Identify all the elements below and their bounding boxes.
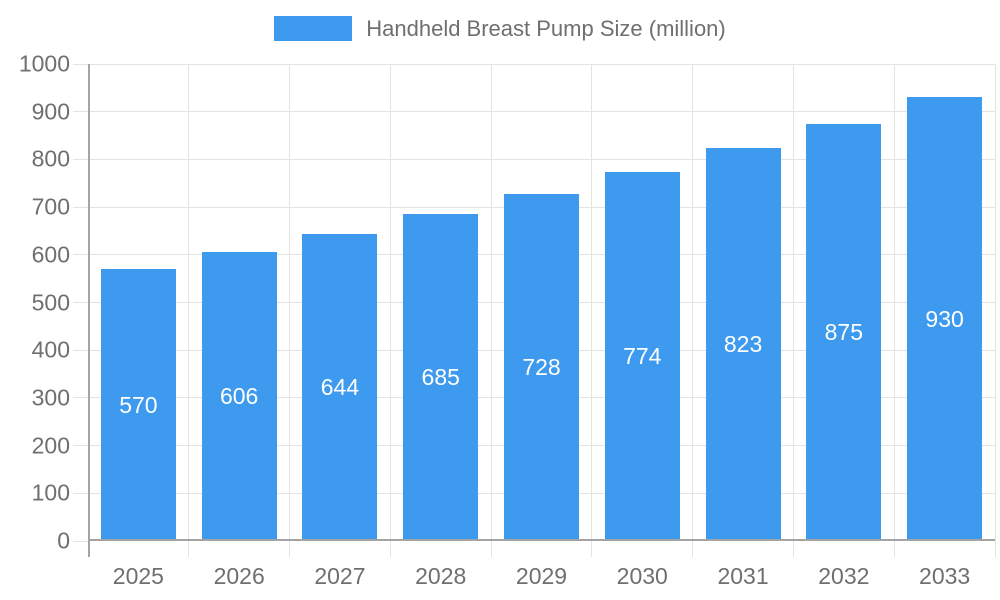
x-axis-tick: [893, 541, 895, 557]
bar[interactable]: 823: [705, 148, 781, 541]
bar[interactable]: 774: [604, 171, 680, 541]
bar[interactable]: 728: [504, 193, 579, 541]
bar[interactable]: 930: [907, 97, 983, 541]
bar-value-label: 930: [925, 305, 964, 332]
gridline-horizontal: [88, 63, 995, 65]
x-axis-tick: [188, 541, 190, 557]
legend-label: Handheld Breast Pump Size (million): [366, 16, 726, 41]
legend: Handheld Breast Pump Size (million): [0, 16, 1000, 41]
y-axis-tick: [73, 302, 88, 303]
x-axis-tick: [792, 541, 794, 557]
bar[interactable]: 570: [100, 269, 176, 541]
y-axis-tick-label: 100: [31, 479, 70, 506]
x-axis-tick-label: 2032: [818, 563, 870, 589]
y-axis-tick: [73, 254, 88, 256]
legend-swatch: [274, 16, 353, 41]
bar[interactable]: 685: [403, 214, 479, 541]
x-axis-tick-label: 2026: [213, 563, 265, 589]
y-axis-line: [88, 64, 90, 557]
bar-value-label: 728: [522, 353, 561, 380]
bar[interactable]: 875: [806, 123, 882, 541]
y-axis-tick: [73, 206, 88, 208]
gridline-vertical: [188, 64, 190, 541]
bar[interactable]: 644: [302, 233, 378, 541]
bar-value-label: 823: [723, 331, 763, 358]
gridline-vertical: [490, 64, 492, 541]
x-axis-tick: [289, 541, 291, 557]
y-axis-tick-label: 900: [31, 98, 70, 125]
y-axis-tick: [73, 349, 88, 351]
y-axis-tick: [73, 63, 88, 65]
x-axis-tick: [692, 541, 694, 557]
plot-area: 570 606 644 685 728 774 823 875 930: [73, 63, 996, 557]
bar-value-label: 644: [320, 373, 360, 400]
gridline-vertical: [692, 64, 694, 541]
gridline-vertical: [591, 64, 593, 541]
y-axis-tick: [73, 111, 88, 113]
bar[interactable]: 606: [201, 251, 277, 541]
x-axis-tick-label: 2029: [515, 563, 568, 589]
legend-item[interactable]: Handheld Breast Pump Size (million): [274, 16, 726, 41]
bar-value-label: 606: [219, 382, 259, 409]
y-axis-tick-label: 300: [31, 384, 70, 411]
y-axis-tick-label: 700: [31, 193, 70, 220]
gridline-horizontal: [88, 158, 995, 160]
bar-value-label: 875: [824, 318, 864, 345]
y-axis-tick: [73, 397, 88, 399]
bar-value-label: 685: [421, 364, 460, 391]
y-axis-tick-label: 200: [31, 432, 70, 459]
x-axis-tick-label: 2031: [717, 563, 769, 589]
bar-value-label: 570: [119, 391, 158, 418]
x-axis-tick: [389, 541, 391, 557]
x-axis-tick-label: 2033: [919, 563, 971, 589]
bar-value-label: 774: [623, 342, 662, 369]
y-axis-tick-label: 600: [31, 241, 70, 268]
y-axis-tick: [73, 445, 88, 447]
x-axis-line: [88, 539, 995, 541]
y-axis-tick: [73, 492, 88, 494]
gridline-vertical: [389, 64, 391, 541]
y-axis-tick-label: 500: [31, 289, 70, 315]
gridline-vertical: [994, 64, 996, 541]
x-axis-tick-label: 2030: [616, 563, 668, 589]
gridline-vertical: [792, 64, 794, 541]
x-axis-tick: [994, 541, 996, 557]
x-axis-tick-label: 2027: [314, 563, 366, 589]
x-axis-tick: [490, 541, 492, 557]
x-axis-tick-label: 2025: [112, 563, 164, 589]
x-axis-tick: [591, 541, 593, 557]
y-axis-tick: [73, 158, 88, 160]
gridline-horizontal: [88, 111, 995, 113]
y-axis-tick: [73, 540, 88, 542]
y-axis-tick-label: 1000: [18, 50, 70, 77]
y-axis-tick-label: 800: [31, 145, 70, 172]
y-axis-tick-label: 0: [57, 527, 70, 554]
gridline-vertical: [289, 64, 291, 541]
x-axis-tick-label: 2028: [415, 563, 467, 589]
gridline-vertical: [893, 64, 895, 541]
y-axis-tick-label: 400: [31, 336, 70, 363]
